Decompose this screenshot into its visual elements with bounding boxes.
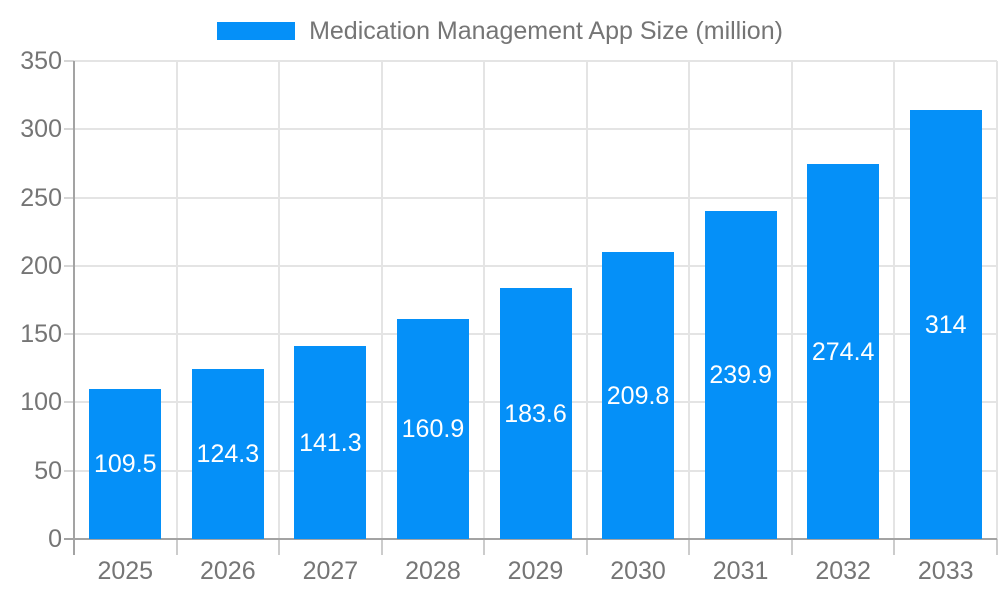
x-axis-tick-label: 2030 — [610, 557, 666, 585]
bar[interactable]: 209.8 — [602, 252, 675, 539]
x-gridline — [483, 61, 486, 539]
bar[interactable]: 239.9 — [704, 211, 777, 539]
legend-swatch-icon[interactable] — [217, 22, 296, 40]
y-gridline — [74, 60, 997, 62]
x-axis-tick — [996, 539, 998, 555]
bar-value-label: 141.3 — [299, 428, 362, 457]
y-gridline — [74, 196, 997, 199]
x-gridline — [380, 61, 383, 539]
x-axis-tick — [278, 539, 281, 555]
bar[interactable]: 124.3 — [191, 369, 264, 539]
chart-legend: Medication Management App Size (million) — [0, 17, 1000, 45]
y-axis-tick — [64, 333, 74, 336]
bar-value-label: 314 — [924, 310, 967, 339]
x-axis-tick — [380, 539, 383, 555]
x-gridline — [688, 61, 691, 539]
bar[interactable]: 274.4 — [807, 164, 880, 539]
x-axis-tick-label: 2027 — [302, 557, 359, 585]
x-axis-tick — [483, 539, 486, 555]
y-gridline — [74, 128, 997, 131]
x-axis-tick-label: 2032 — [815, 557, 871, 585]
bar[interactable]: 314 — [909, 110, 982, 539]
y-axis-line — [73, 61, 75, 555]
x-axis-tick — [893, 539, 896, 555]
bar-value-label: 183.6 — [504, 399, 567, 428]
x-axis-tick-label: 2031 — [712, 557, 769, 585]
y-axis-tick-label: 250 — [20, 183, 62, 212]
bar[interactable]: 141.3 — [294, 346, 367, 539]
y-axis-tick-label: 50 — [34, 456, 62, 485]
y-axis-tick — [64, 401, 74, 404]
x-gridline — [893, 61, 896, 539]
bar-value-label: 124.3 — [196, 440, 260, 469]
bar-value-label: 274.4 — [811, 337, 875, 366]
x-gridline — [996, 61, 998, 539]
x-axis-tick — [688, 539, 691, 555]
legend-series-label[interactable]: Medication Management App Size (million) — [309, 16, 783, 45]
x-axis-line — [64, 538, 997, 540]
y-axis-tick-label: 200 — [20, 251, 62, 280]
x-axis-tick-label: 2026 — [200, 557, 256, 585]
bar-value-label: 109.5 — [93, 450, 157, 479]
y-axis-tick — [64, 128, 74, 131]
bar[interactable]: 183.6 — [499, 288, 572, 539]
y-axis-tick — [64, 60, 74, 62]
bar[interactable]: 109.5 — [89, 389, 162, 539]
x-axis-tick-label: 2033 — [917, 557, 974, 585]
y-axis-tick — [64, 264, 74, 267]
x-gridline — [278, 61, 281, 539]
y-axis-tick — [64, 196, 74, 199]
bar-value-label: 209.8 — [606, 381, 670, 410]
x-gridline — [585, 61, 588, 539]
bar[interactable]: 160.9 — [396, 319, 469, 539]
y-axis-tick-label: 300 — [20, 115, 62, 144]
y-gridline — [74, 264, 997, 267]
y-axis-tick — [64, 469, 74, 472]
y-axis-tick-label: 100 — [20, 388, 62, 417]
x-axis-tick — [175, 539, 178, 555]
bar-value-label: 239.9 — [709, 361, 772, 390]
y-axis-tick-label: 350 — [20, 47, 62, 75]
x-axis-tick — [585, 539, 588, 555]
bar-value-label: 160.9 — [401, 415, 465, 444]
x-axis-tick — [790, 539, 793, 555]
x-axis-tick-label: 2025 — [97, 557, 154, 585]
x-gridline — [175, 61, 178, 539]
x-axis-tick-label: 2028 — [405, 557, 461, 585]
x-axis-tick-label: 2029 — [507, 557, 564, 585]
x-gridline — [790, 61, 793, 539]
y-axis-tick-label: 150 — [20, 320, 62, 349]
y-axis-tick-label: 0 — [48, 525, 62, 553]
